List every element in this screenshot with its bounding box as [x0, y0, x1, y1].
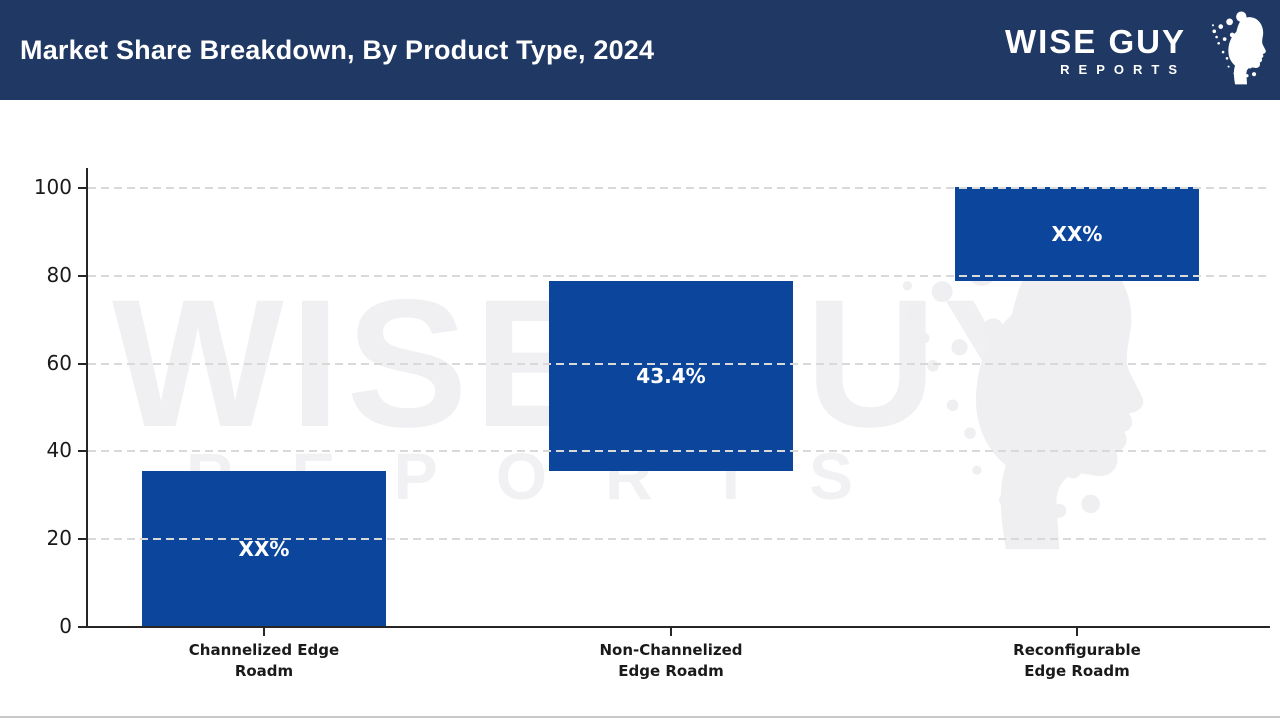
x-category-label: Channelized Edge Roadm: [104, 640, 424, 682]
x-category-label-line: Edge Roadm: [618, 662, 724, 680]
x-category-label-line: Channelized Edge: [188, 641, 340, 659]
dotted-head-icon: [1211, 11, 1266, 85]
y-tick: [78, 187, 86, 189]
x-category-label-line: Non-Channelized: [599, 641, 743, 659]
chart-title: Market Share Breakdown, By Product Type,…: [20, 34, 655, 65]
brand-name: WISE GUY: [1004, 22, 1186, 60]
x-tick: [1076, 628, 1078, 636]
x-category-label-line: Roadm: [234, 662, 294, 680]
y-tick: [78, 274, 86, 277]
gridline: [88, 187, 1270, 189]
gridline: [88, 450, 1270, 453]
y-tick: [78, 538, 86, 541]
gridline: [88, 538, 1270, 541]
bar: XX%: [142, 471, 386, 626]
header-bar: Market Share Breakdown, By Product Type,…: [0, 0, 1280, 100]
y-tick: [78, 450, 86, 453]
x-category-label: Non-Channelized Edge Roadm: [511, 640, 831, 682]
y-tick-label: 20: [46, 526, 72, 551]
y-tick-label: 60: [46, 350, 72, 375]
bar-value-label: XX%: [1051, 221, 1103, 246]
x-tick: [670, 628, 672, 636]
bar-value-label: XX%: [238, 536, 290, 561]
gridline: [88, 274, 1270, 277]
brand-logo-text: WISE GUY REPORTS: [1005, 25, 1186, 76]
y-tick-label: 40: [46, 438, 72, 463]
y-tick-label: 100: [33, 175, 72, 199]
bar-value-label: 43.4%: [636, 364, 706, 389]
x-category-label-line: Reconfigurable: [1013, 641, 1141, 659]
x-tick: [263, 628, 265, 636]
gridline: [88, 362, 1270, 365]
brand-tagline: REPORTS: [1060, 61, 1186, 77]
bar: XX%: [955, 187, 1199, 281]
x-category-label: Reconfigurable Edge Roadm: [917, 640, 1237, 682]
x-axis-line: [84, 626, 1270, 628]
brand-logo: WISE GUY REPORTS: [1005, 0, 1266, 100]
y-tick: [78, 362, 86, 365]
y-tick-label: 0: [59, 614, 72, 638]
footer-divider: [0, 716, 1280, 718]
y-tick: [78, 626, 86, 628]
y-axis-line: [86, 168, 88, 628]
bar: 43.4%: [549, 280, 793, 472]
plot-area: 0 20 40 60 80 100 XX% 43.4% XX% Channelized Edge R…: [0, 100, 1280, 720]
x-category-label-line: Edge Roadm: [1024, 662, 1130, 680]
y-tick-label: 80: [46, 262, 72, 287]
